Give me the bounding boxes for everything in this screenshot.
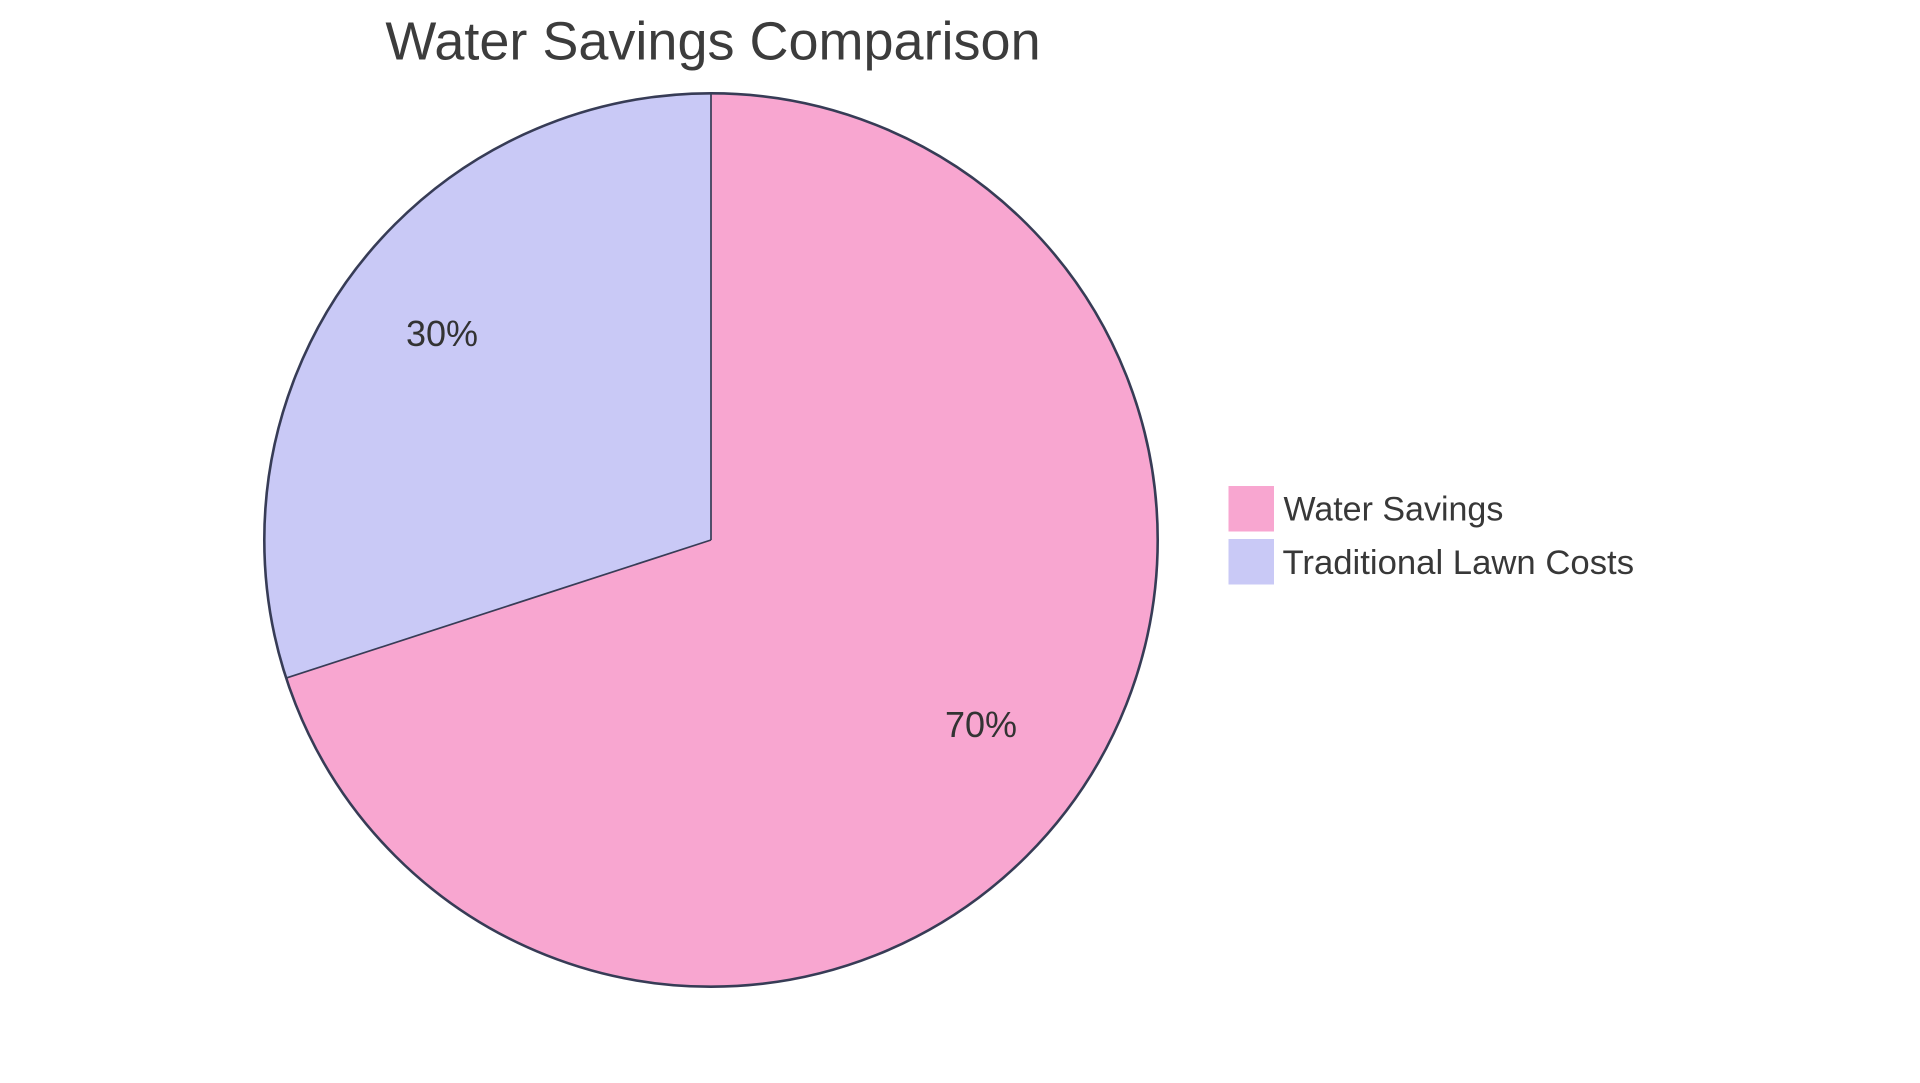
- svg-text:Traditional Lawn Costs: Traditional Lawn Costs: [1283, 544, 1635, 582]
- svg-text:Water Savings Comparison: Water Savings Comparison: [385, 12, 1040, 72]
- svg-text:30%: 30%: [406, 313, 478, 354]
- svg-text:70%: 70%: [945, 704, 1017, 745]
- svg-text:Water Savings: Water Savings: [1284, 491, 1504, 529]
